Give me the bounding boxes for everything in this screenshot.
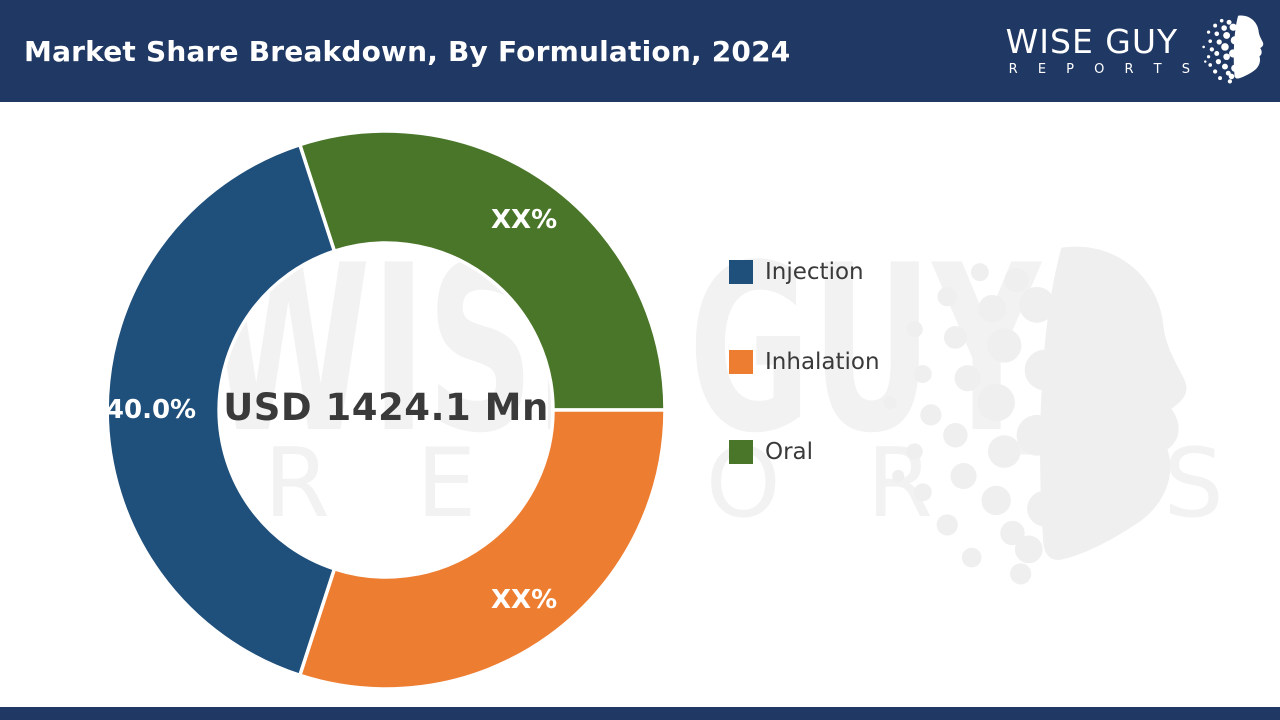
- head-profile-shape: [1233, 15, 1264, 79]
- slice-inhalation: [298, 408, 667, 691]
- head-dot: [937, 286, 958, 307]
- page-title: Market Share Breakdown, By Formulation, …: [24, 34, 791, 68]
- head-dot: [943, 325, 967, 349]
- head-dot: [1209, 47, 1214, 52]
- head-dot: [1214, 51, 1220, 56]
- slice-label-injection: 40.0%: [106, 395, 196, 425]
- head-dot: [1214, 31, 1220, 37]
- head-dot: [1223, 31, 1231, 39]
- head-dot: [1221, 43, 1229, 51]
- head-dot: [1202, 45, 1205, 49]
- head-dot: [943, 423, 968, 448]
- head-dot: [1208, 39, 1213, 43]
- legend-swatch: [729, 439, 753, 464]
- head-dot: [1016, 414, 1058, 456]
- head-dot: [1226, 19, 1232, 25]
- head-dot: [988, 435, 1021, 468]
- head-dot: [1000, 520, 1025, 546]
- footer-bar: [0, 707, 1280, 720]
- legend-item-inhalation: Inhalation: [729, 348, 880, 375]
- head-dot: [970, 263, 989, 282]
- donut-chart: XX% XX% 40.0%: [105, 129, 667, 691]
- head-dot: [1004, 268, 1029, 293]
- head-dot: [1221, 25, 1227, 31]
- legend-item-injection: Injection: [729, 258, 880, 285]
- legend-swatch: [729, 349, 753, 374]
- head-dot: [1213, 23, 1218, 28]
- slice-label-inhalation: XX%: [491, 585, 557, 615]
- head-dot: [954, 365, 981, 392]
- head-dot: [1218, 76, 1223, 81]
- head-dot: [906, 443, 923, 460]
- head-dot: [950, 462, 977, 490]
- head-dot: [1219, 18, 1224, 23]
- head-dot: [906, 321, 923, 338]
- header-bar: Market Share Breakdown, By Formulation, …: [0, 0, 1280, 102]
- brand-subtitle: R E P O R T S: [1008, 62, 1198, 78]
- head-dot: [1230, 36, 1239, 45]
- chart-legend: Injection Inhalation Oral: [729, 258, 880, 528]
- head-dot: [892, 469, 905, 483]
- head-dot: [883, 396, 897, 410]
- head-dot: [978, 294, 1006, 323]
- head-dot: [987, 328, 1022, 363]
- chart-center-value: USD 1424.1 Mn: [223, 386, 549, 429]
- legend-label: Injection: [765, 258, 864, 285]
- head-dot: [913, 483, 932, 502]
- head-dot: [913, 365, 932, 384]
- head-dot: [1010, 563, 1032, 585]
- head-dot: [1018, 286, 1055, 323]
- slice-oral: [298, 129, 667, 412]
- head-profile-shape: [1040, 246, 1187, 560]
- legend-label: Oral: [765, 438, 814, 465]
- legend-item-oral: Oral: [729, 438, 880, 465]
- chart-area: WISE GUY R E P O R T S XX% XX% 40.0% USD 1…: [0, 102, 1280, 707]
- head-dot: [1024, 349, 1066, 391]
- brand-text: WISE GUY R E P O R T S: [1005, 21, 1198, 78]
- head-dot: [1229, 23, 1237, 31]
- head-dot: [1225, 70, 1231, 76]
- head-dot: [1231, 64, 1239, 72]
- head-dot: [1223, 53, 1230, 61]
- head-dot: [936, 514, 958, 536]
- head-dot: [1229, 49, 1238, 58]
- head-dot: [1212, 69, 1218, 74]
- brand-head-icon: [1202, 15, 1264, 84]
- head-dot: [920, 404, 942, 426]
- head-dot: [977, 383, 1015, 422]
- head-dot: [1206, 55, 1211, 59]
- head-dot: [1228, 73, 1235, 80]
- head-dot: [1027, 490, 1064, 527]
- head-dot: [1208, 63, 1213, 67]
- head-dot: [1215, 59, 1222, 65]
- head-dot: [1204, 60, 1207, 63]
- head-dot: [961, 547, 982, 568]
- slice-label-oral: XX%: [491, 205, 557, 235]
- head-dot: [1014, 535, 1043, 564]
- legend-label: Inhalation: [765, 348, 880, 375]
- head-dot: [1222, 63, 1228, 70]
- head-dot: [981, 485, 1011, 516]
- brand-logo: WISE GUY R E P O R T S: [1006, 9, 1266, 93]
- head-dot: [1206, 30, 1211, 34]
- slice-injection: [105, 142, 337, 678]
- legend-swatch: [729, 259, 753, 284]
- watermark-head-dots-icon: [883, 246, 1187, 585]
- brand-name: WISE GUY: [1005, 21, 1179, 61]
- head-dot: [1216, 39, 1222, 45]
- head-dot: [1227, 79, 1233, 84]
